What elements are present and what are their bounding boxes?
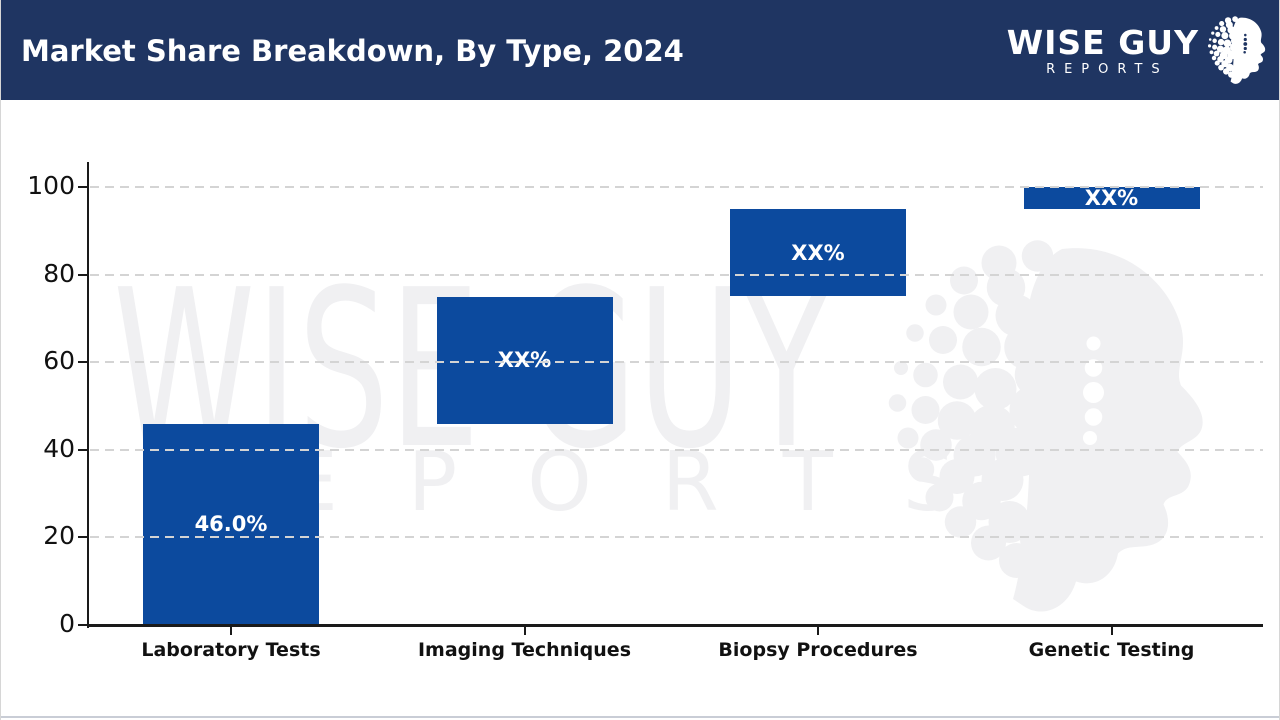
logo-text: WISE GUY REPORTS <box>1007 26 1199 77</box>
x-category-label: Laboratory Tests <box>141 639 321 661</box>
y-axis-line <box>87 162 89 628</box>
y-tick-label: 40 <box>43 433 75 463</box>
bar-laboratory-tests: 46.0% <box>143 423 319 625</box>
bar-biopsy-procedures: XX% <box>730 208 906 297</box>
bar-value-label: XX% <box>497 348 552 372</box>
bar-genetic-testing: XX% <box>1023 185 1200 210</box>
x-tick-mark <box>523 627 526 635</box>
y-tick-mark <box>78 273 87 276</box>
bottom-border <box>1 716 1279 718</box>
x-tick-mark <box>817 627 819 635</box>
y-tick-label: 60 <box>43 346 75 376</box>
x-category-label: Biopsy Procedures <box>718 639 918 661</box>
gridline-60 <box>90 361 1263 364</box>
y-tick-mark <box>78 186 87 188</box>
bar-value-label: XX% <box>791 240 845 265</box>
wise-guy-reports-logo: WISE GUY REPORTS <box>1007 6 1269 96</box>
bar-value-label: 46.0% <box>194 512 268 537</box>
y-tick-label: 0 <box>59 609 75 638</box>
bar-imaging-techniques: XX% <box>436 296 613 424</box>
x-tick-mark <box>230 627 232 635</box>
logo-wordmark: WISE GUY <box>1006 22 1199 62</box>
y-tick-mark <box>78 624 87 626</box>
x-tick-mark <box>1110 627 1113 635</box>
page-title: Market Share Breakdown, By Type, 2024 <box>21 34 684 68</box>
gridline-100 <box>90 186 1263 188</box>
y-tick-mark <box>78 536 87 539</box>
header: Market Share Breakdown, By Type, 2024 WI… <box>1 0 1279 100</box>
y-tick-mark <box>78 448 87 451</box>
gridline-80 <box>90 273 1263 276</box>
y-tick-label: 20 <box>43 521 75 551</box>
gridline-20 <box>90 536 1263 539</box>
x-category-label: Imaging Techniques <box>417 639 632 661</box>
x-axis-line <box>87 624 1263 627</box>
y-tick-label: 80 <box>43 258 75 288</box>
watermark-head-icon <box>873 228 1223 634</box>
y-tick-mark <box>78 361 87 364</box>
x-category-label: Genetic Testing <box>1028 639 1195 661</box>
y-tick-label: 100 <box>27 171 75 200</box>
logo-head-icon <box>1205 14 1269 88</box>
bar-value-label: XX% <box>1084 185 1139 210</box>
logo-subtitle: REPORTS <box>1046 61 1169 77</box>
gridline-40 <box>90 448 1263 451</box>
